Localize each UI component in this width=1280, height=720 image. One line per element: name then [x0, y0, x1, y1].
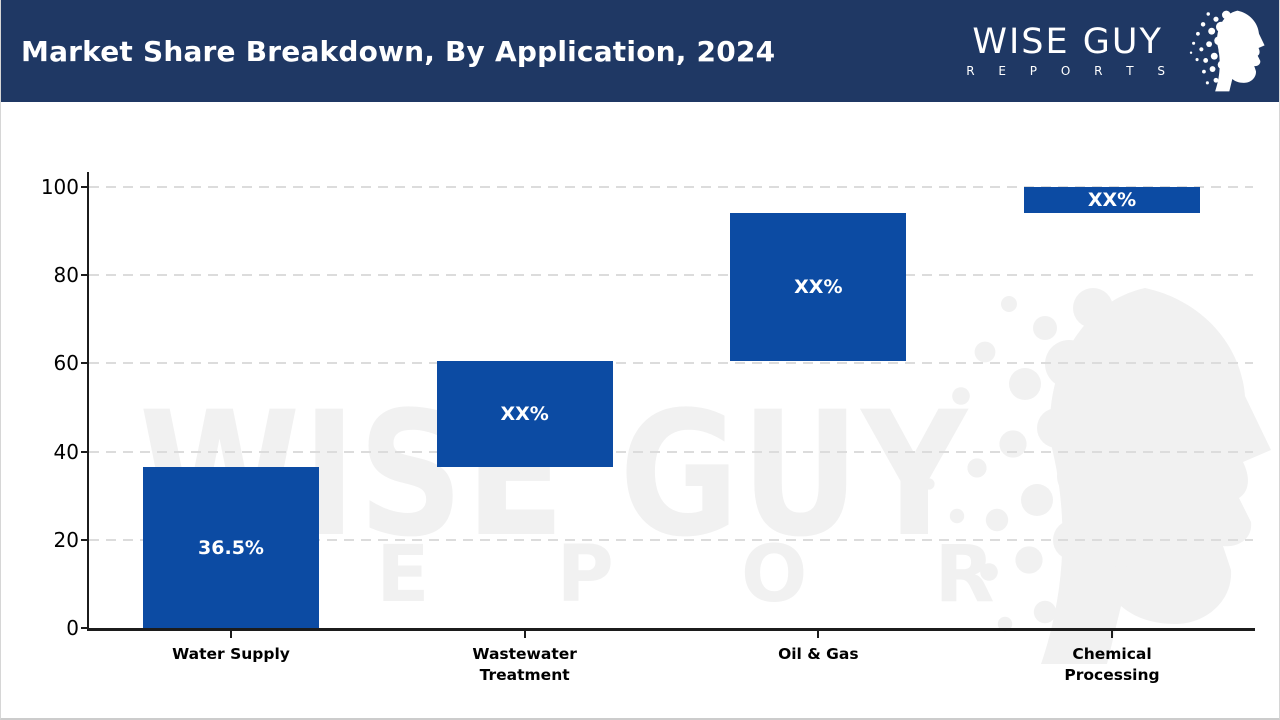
y-axis-tick-label: 60	[53, 351, 79, 376]
gridline	[89, 538, 1253, 541]
y-axis-tick-label: 100	[40, 175, 79, 199]
bar-value-label: 36.5%	[198, 536, 264, 559]
y-tick-mark	[81, 362, 87, 365]
bar-chemical-processing: XX%	[1024, 187, 1200, 214]
y-axis-tick-label: 0	[66, 616, 79, 640]
plot: 0 20 40 60 80 100 36.5% Water Supply XX% Wastewat…	[1, 102, 1279, 718]
bar-wastewater-treatment: XX%	[436, 361, 613, 468]
x-tick-mark	[230, 631, 232, 638]
bar-water-supply: 36.5%	[143, 467, 319, 628]
y-axis-tick-label: 40	[53, 439, 79, 464]
chart-area: WISE GUY R E P O R T S 02040608010036.5%…	[1, 102, 1279, 718]
gridline	[89, 274, 1253, 277]
bar-value-label: XX%	[1087, 189, 1137, 212]
logo-head-icon	[1179, 5, 1265, 97]
chart-title: Market Share Breakdown, By Application, …	[21, 34, 776, 68]
y-tick-mark	[81, 186, 87, 188]
gridline	[89, 450, 1253, 453]
x-axis-category-label: Wastewater Treatment	[472, 645, 577, 684]
x-tick-mark	[817, 631, 820, 638]
x-tick-mark	[1111, 631, 1113, 638]
brand-logo: WISE GUY R E P O R T S	[960, 5, 1265, 97]
y-axis-spine	[87, 172, 89, 631]
bar-oil-gas: XX%	[730, 213, 907, 362]
y-tick-mark	[81, 274, 87, 277]
x-tick-mark	[523, 631, 526, 638]
bar-value-label: XX%	[794, 276, 843, 299]
header-bar: Market Share Breakdown, By Application, …	[1, 0, 1279, 102]
y-axis-tick-label: 80	[53, 263, 79, 288]
y-tick-mark	[81, 538, 87, 541]
logo-text: WISE GUY R E P O R T S	[960, 22, 1175, 78]
logo-subtext: R E P O R T S	[966, 64, 1175, 78]
bar-value-label: XX%	[500, 403, 549, 426]
y-tick-mark	[81, 450, 87, 453]
y-axis-tick-label: 20	[53, 527, 79, 552]
gridline	[89, 362, 1253, 365]
gridline	[89, 186, 1253, 188]
x-axis-category-label: Water Supply	[172, 645, 290, 663]
x-axis-category-label: Chemical Processing	[1064, 645, 1160, 684]
logo-wordmark: WISE GUY	[972, 22, 1163, 62]
y-tick-mark	[81, 627, 87, 629]
x-axis-category-label: Oil & Gas	[778, 645, 859, 663]
x-axis-spine	[87, 628, 1255, 631]
